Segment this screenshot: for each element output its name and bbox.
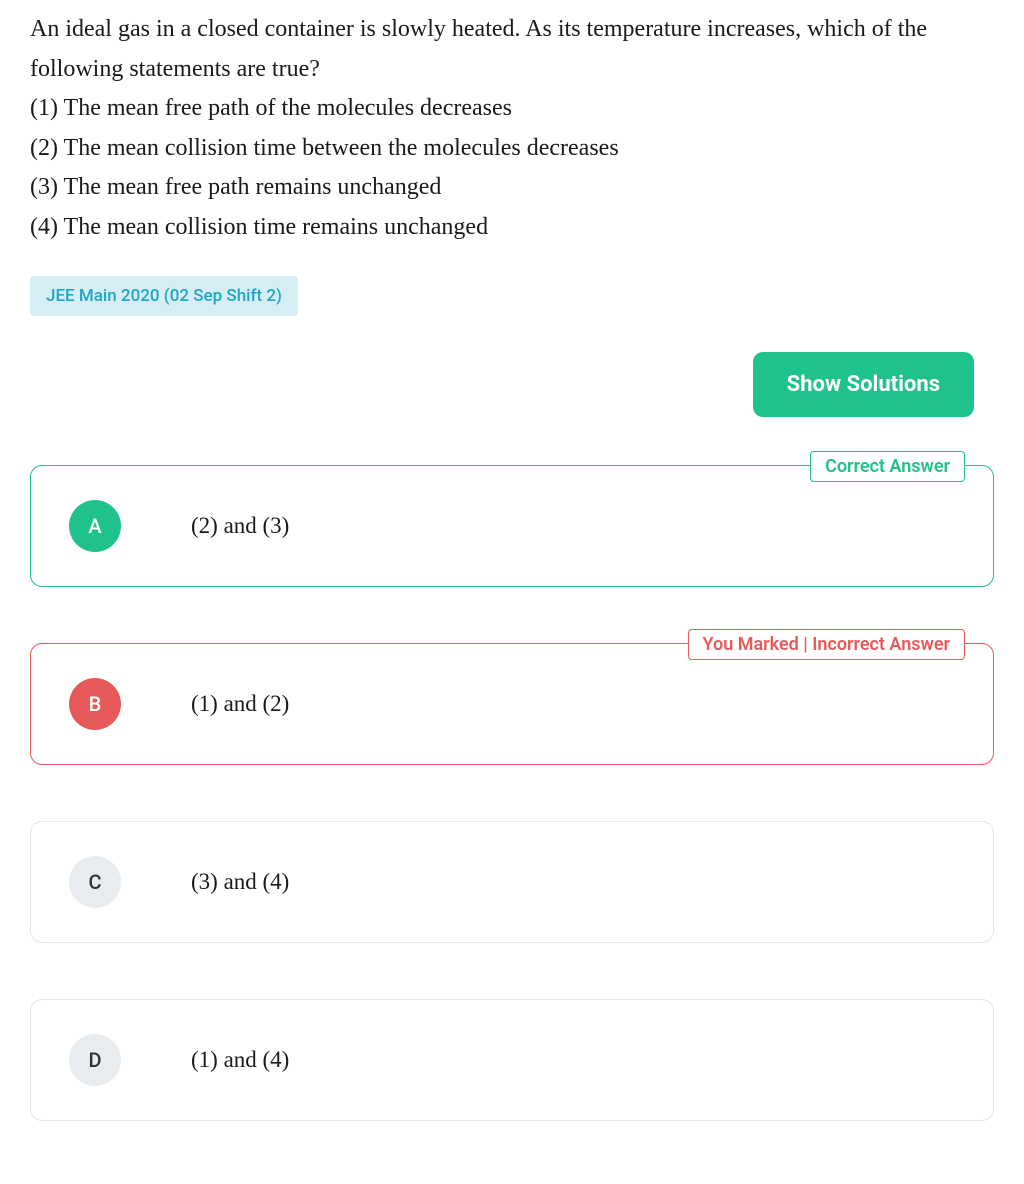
question-statement-4: (4) The mean collision time remains unch… [30, 214, 488, 240]
question-stem: An ideal gas in a closed container is sl… [30, 16, 927, 82]
question-statement-3: (3) The mean free path remains unchanged [30, 174, 441, 200]
correct-answer-badge: Correct Answer [810, 451, 965, 482]
question-statement-1: (1) The mean free path of the molecules … [30, 95, 512, 121]
incorrect-answer-badge: You Marked | Incorrect Answer [688, 629, 965, 660]
option-text: (1) and (4) [191, 1047, 289, 1073]
show-solutions-button[interactable]: Show Solutions [753, 352, 974, 417]
option-text: (2) and (3) [191, 513, 289, 539]
question-block: An ideal gas in a closed container is sl… [30, 10, 994, 248]
option-b[interactable]: You Marked | Incorrect Answer B (1) and … [30, 643, 994, 765]
option-text: (1) and (2) [191, 691, 289, 717]
option-letter: C [69, 856, 121, 908]
option-a[interactable]: Correct Answer A (2) and (3) [30, 465, 994, 587]
option-text: (3) and (4) [191, 869, 289, 895]
solutions-row: Show Solutions [30, 352, 994, 417]
source-tag[interactable]: JEE Main 2020 (02 Sep Shift 2) [30, 276, 298, 316]
option-c[interactable]: C (3) and (4) [30, 821, 994, 943]
option-d[interactable]: D (1) and (4) [30, 999, 994, 1121]
option-letter: B [69, 678, 121, 730]
options-list: Correct Answer A (2) and (3) You Marked … [30, 465, 994, 1121]
option-letter: A [69, 500, 121, 552]
question-statement-2: (2) The mean collision time between the … [30, 135, 619, 161]
option-letter: D [69, 1034, 121, 1086]
